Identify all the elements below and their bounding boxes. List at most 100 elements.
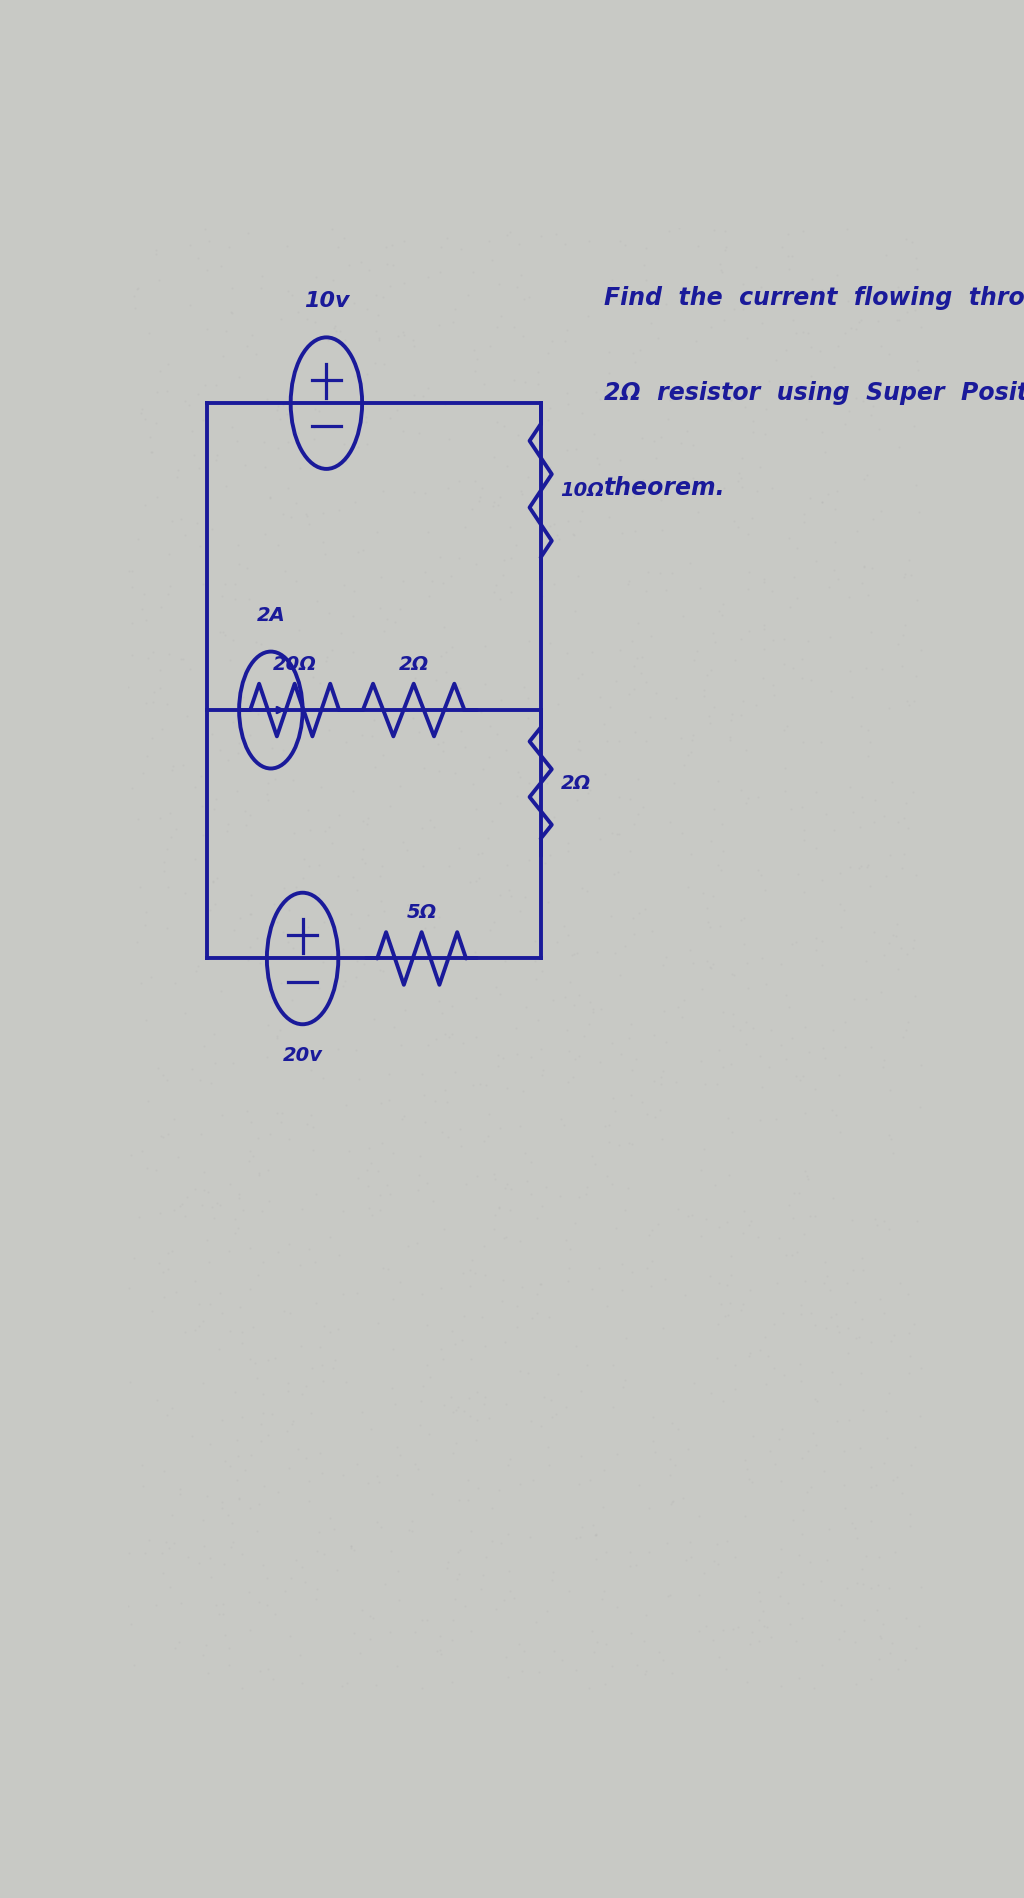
Point	[725, 1613, 741, 1644]
Point	[840, 1338, 856, 1368]
Point	[546, 568, 562, 598]
Point	[795, 1496, 811, 1526]
Point	[628, 1551, 644, 1581]
Point	[469, 1405, 485, 1435]
Point	[794, 1602, 810, 1632]
Point	[160, 579, 176, 609]
Point	[321, 454, 337, 484]
Point	[804, 264, 820, 294]
Point	[855, 1395, 871, 1425]
Point	[414, 1059, 430, 1089]
Point	[400, 1230, 417, 1260]
Point	[766, 1353, 782, 1384]
Point	[212, 1190, 228, 1220]
Point	[722, 725, 738, 755]
Point	[177, 385, 194, 416]
Point	[797, 499, 813, 530]
Point	[359, 294, 376, 325]
Point	[245, 1312, 261, 1342]
Point	[897, 224, 913, 254]
Point	[796, 507, 812, 537]
Point	[256, 427, 272, 457]
Point	[837, 1006, 853, 1036]
Point	[284, 1408, 300, 1439]
Point	[790, 583, 806, 613]
Point	[664, 1488, 680, 1518]
Point	[224, 624, 241, 655]
Point	[417, 1107, 433, 1137]
Point	[556, 911, 572, 941]
Point	[797, 1156, 813, 1186]
Point	[824, 1182, 841, 1213]
Point	[161, 539, 177, 569]
Point	[844, 681, 860, 712]
Point	[434, 568, 451, 598]
Point	[152, 672, 168, 702]
Point	[836, 894, 852, 924]
Point	[581, 1672, 597, 1703]
Point	[468, 1021, 484, 1051]
Point	[348, 1277, 365, 1308]
Point	[653, 421, 670, 452]
Point	[176, 1201, 193, 1232]
Point	[744, 1422, 761, 1452]
Point	[713, 254, 729, 285]
Point	[733, 1294, 750, 1325]
Point	[415, 380, 431, 410]
Point	[881, 1215, 897, 1245]
Point	[653, 1124, 670, 1154]
Point	[566, 940, 583, 970]
Point	[152, 1198, 168, 1228]
Point	[744, 1014, 761, 1044]
Point	[466, 465, 482, 495]
Point	[641, 1494, 657, 1524]
Point	[579, 1171, 595, 1201]
Point	[568, 938, 585, 968]
Point	[199, 1480, 215, 1511]
Point	[313, 771, 330, 801]
Point	[226, 568, 243, 598]
Point	[773, 949, 790, 979]
Point	[593, 287, 609, 317]
Point	[788, 926, 805, 957]
Point	[438, 222, 455, 252]
Point	[856, 463, 872, 493]
Point	[385, 1283, 401, 1313]
Point	[712, 249, 728, 279]
Point	[315, 497, 332, 528]
Point	[666, 767, 682, 797]
Point	[199, 1224, 215, 1255]
Point	[346, 575, 362, 605]
Point	[421, 1420, 437, 1450]
Point	[280, 1367, 296, 1397]
Point	[132, 968, 148, 998]
Point	[613, 1274, 630, 1304]
Point	[269, 1021, 286, 1051]
Point	[165, 752, 181, 782]
Point	[908, 860, 925, 890]
Point	[905, 924, 922, 955]
Point	[568, 784, 585, 814]
Point	[689, 636, 706, 666]
Point	[262, 482, 279, 512]
Point	[715, 835, 731, 865]
Point	[637, 264, 653, 294]
Point	[657, 467, 674, 497]
Point	[354, 805, 371, 835]
Point	[177, 877, 194, 907]
Point	[905, 1310, 922, 1340]
Point	[414, 812, 430, 843]
Point	[570, 1469, 587, 1499]
Point	[814, 1649, 830, 1680]
Point	[137, 1537, 154, 1568]
Point	[430, 755, 446, 786]
Point	[485, 488, 502, 518]
Point	[877, 1205, 893, 1236]
Point	[421, 581, 437, 611]
Point	[205, 867, 221, 898]
Point	[242, 1344, 258, 1374]
Point	[335, 1196, 351, 1226]
Point	[723, 1050, 739, 1080]
Point	[664, 558, 680, 588]
Point	[611, 634, 628, 664]
